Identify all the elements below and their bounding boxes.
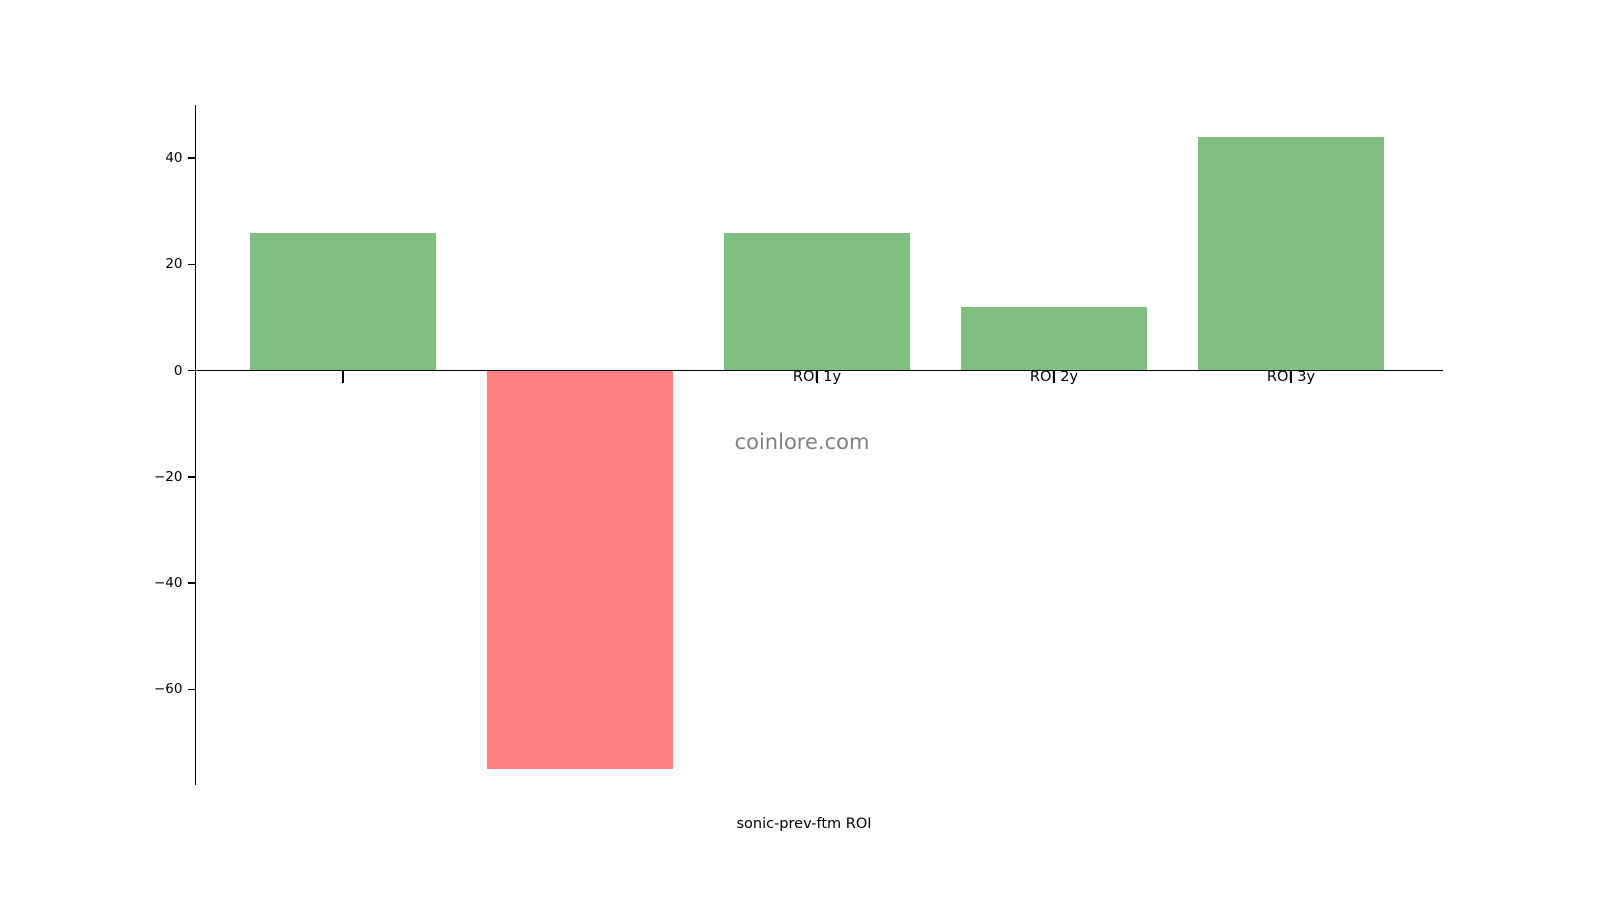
y-tick-label: 20 [165, 256, 183, 273]
x-tick-mark [1053, 370, 1055, 383]
y-tick-mark [187, 157, 195, 159]
y-tick-mark [187, 688, 195, 691]
x-tick-mark [816, 370, 818, 383]
y-axis-spine [194, 105, 196, 785]
y-tick-label: 40 [165, 150, 183, 167]
y-tick-label: −40 [154, 575, 183, 592]
x-tick-mark [1290, 370, 1292, 383]
watermark-text: coinlore.com [734, 430, 870, 454]
x-tick-label: ROI 1y [792, 368, 842, 385]
bar-roi-1y [724, 232, 910, 371]
y-tick-mark [187, 369, 195, 372]
y-tick-label: −60 [154, 681, 183, 698]
y-tick-mark [187, 476, 195, 478]
x-tick-label: ROI 3y [1266, 368, 1316, 385]
bar-roi-2y [961, 306, 1147, 371]
x-tick-mark [342, 370, 344, 383]
x-axis-zero-line [194, 369, 1443, 372]
y-tick-label: −20 [154, 468, 183, 485]
x-axis-title: sonic-prev-ftm ROI [736, 816, 872, 832]
y-tick-mark [187, 263, 195, 266]
y-tick-label: 0 [173, 362, 183, 379]
y-tick-mark [187, 582, 195, 584]
bar-unlabeled-1 [487, 370, 673, 770]
bar-unlabeled-0 [250, 232, 436, 371]
bar-roi-3y [1198, 136, 1384, 371]
x-tick-label: ROI 2y [1029, 368, 1079, 385]
